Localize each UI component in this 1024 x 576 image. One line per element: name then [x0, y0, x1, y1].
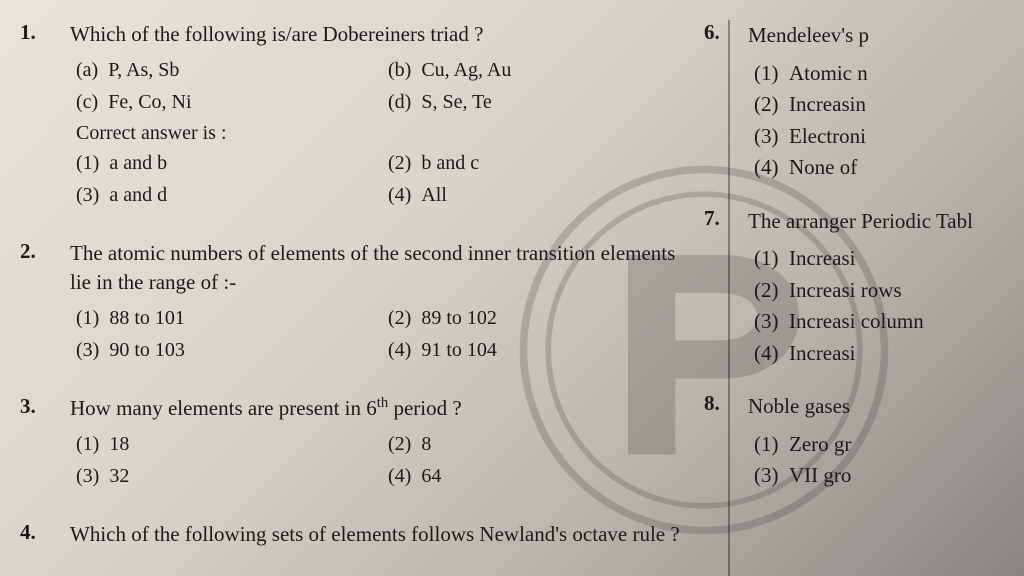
option-c: (c) Fe, Co, Ni: [76, 86, 388, 118]
option-1: (1) a and b: [76, 147, 388, 179]
question-text: Mendeleev's p: [748, 20, 1024, 52]
option-4: (4) Increasi: [748, 338, 1024, 370]
option-2: (2) 8: [388, 428, 700, 460]
option-b: (b) Cu, Ag, Au: [388, 54, 700, 86]
option-4: (4) None of: [748, 152, 1024, 184]
option-d: (d) S, Se, Te: [388, 86, 700, 118]
letter-options: (a) P, As, Sb (b) Cu, Ag, Au (c) Fe, Co,…: [70, 54, 700, 118]
number-options: (1) 18 (2) 8 (3) 32 (4) 64: [70, 428, 700, 492]
option-1: (1) Increasi: [748, 243, 1024, 275]
question-text: The arranger Periodic Tabl: [748, 206, 1024, 238]
option-a: (a) P, As, Sb: [76, 54, 388, 86]
question-3: 3. How many elements are present in 6th …: [70, 394, 700, 492]
question-1: 1. Which of the following is/are Doberei…: [70, 20, 700, 211]
option-3: (3) 32: [76, 460, 388, 492]
question-text: The atomic numbers of elements of the se…: [70, 239, 700, 296]
question-text: Which of the following is/are Dobereiner…: [70, 20, 700, 48]
question-number: 3.: [20, 394, 36, 419]
column-divider: [728, 20, 730, 576]
question-number: 2.: [20, 239, 36, 264]
question-number: 6.: [704, 20, 720, 45]
option-3: (3) VII gro: [748, 460, 1024, 492]
option-1: (1) Zero gr: [748, 429, 1024, 461]
question-6: 6. Mendeleev's p (1) Atomic n (2) Increa…: [748, 20, 1024, 184]
option-2: (2) 89 to 102: [388, 302, 700, 334]
number-options: (1) a and b (2) b and c (3) a and d (4) …: [70, 147, 700, 211]
question-text: Which of the following sets of elements …: [70, 520, 700, 548]
option-4: (4) All: [388, 179, 700, 211]
question-4: 4. Which of the following sets of elemen…: [70, 520, 700, 548]
option-1: (1) Atomic n: [748, 58, 1024, 90]
sub-label: Correct answer is :: [70, 122, 700, 145]
option-4: (4) 91 to 104: [388, 334, 700, 366]
option-3: (3) 90 to 103: [76, 334, 388, 366]
option-3: (3) Electroni: [748, 121, 1024, 153]
page-content: 1. Which of the following is/are Doberei…: [0, 0, 1024, 576]
number-options: (1) 88 to 101 (2) 89 to 102 (3) 90 to 10…: [70, 302, 700, 366]
right-column: 6. Mendeleev's p (1) Atomic n (2) Increa…: [738, 20, 1024, 576]
option-2: (2) b and c: [388, 147, 700, 179]
question-text: How many elements are present in 6th per…: [70, 394, 700, 422]
question-number: 1.: [20, 20, 36, 45]
option-3: (3) Increasi column: [748, 306, 1024, 338]
question-text: Noble gases: [748, 391, 1024, 423]
question-2: 2. The atomic numbers of elements of the…: [70, 239, 700, 366]
option-4: (4) 64: [388, 460, 700, 492]
question-number: 7.: [704, 206, 720, 231]
question-number: 8.: [704, 391, 720, 416]
question-8: 8. Noble gases (1) Zero gr (3) VII gro: [748, 391, 1024, 492]
option-1: (1) 88 to 101: [76, 302, 388, 334]
option-1: (1) 18: [76, 428, 388, 460]
left-column: 1. Which of the following is/are Doberei…: [0, 20, 720, 576]
question-7: 7. The arranger Periodic Tabl (1) Increa…: [748, 206, 1024, 370]
option-2: (2) Increasi rows: [748, 275, 1024, 307]
option-2: (2) Increasin: [748, 89, 1024, 121]
question-number: 4.: [20, 520, 36, 545]
option-3: (3) a and d: [76, 179, 388, 211]
